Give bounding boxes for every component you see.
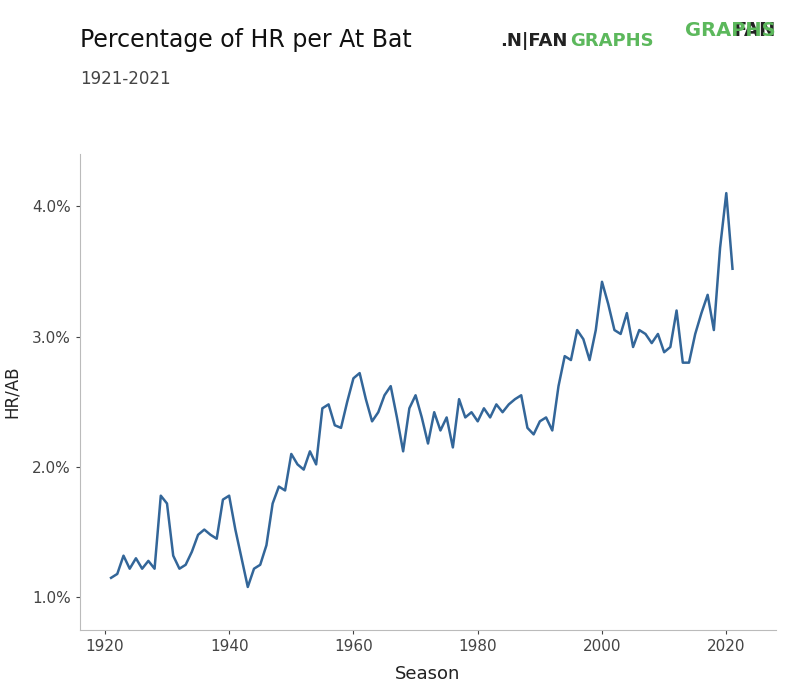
Text: Percentage of HR per At Bat: Percentage of HR per At Bat bbox=[80, 28, 412, 52]
Text: 1921-2021: 1921-2021 bbox=[80, 70, 170, 88]
Y-axis label: HR/AB: HR/AB bbox=[3, 365, 21, 418]
Text: .N|FAN: .N|FAN bbox=[500, 32, 567, 50]
Text: GRAPHS: GRAPHS bbox=[686, 21, 776, 40]
Text: GRAPHS: GRAPHS bbox=[570, 32, 654, 50]
X-axis label: Season: Season bbox=[395, 665, 461, 683]
Text: FAN: FAN bbox=[734, 21, 776, 40]
